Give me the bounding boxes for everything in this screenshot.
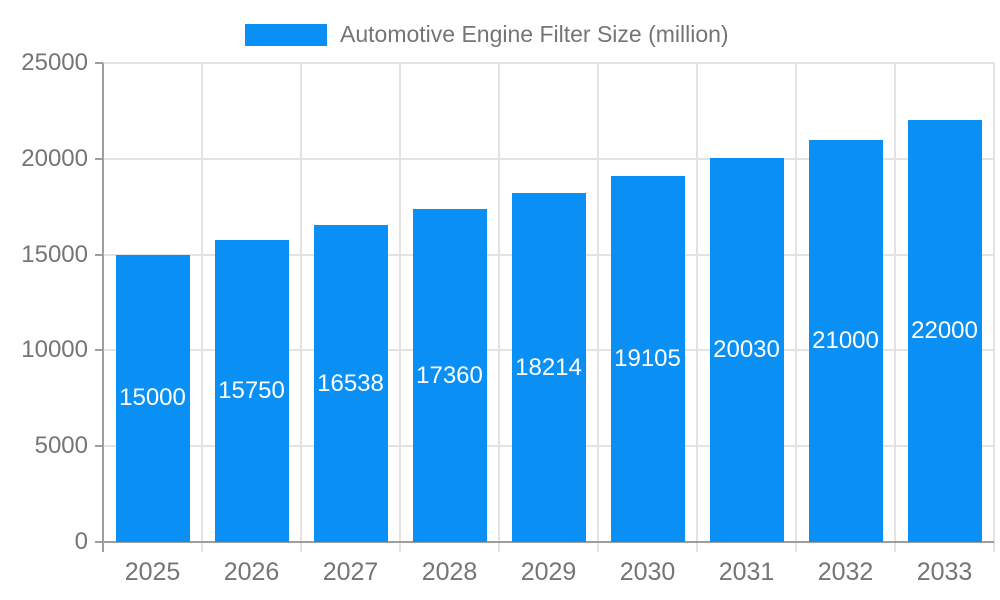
bar-value-label: 19105 [614,344,681,372]
y-axis-line [102,63,104,552]
y-tick-mark [95,253,103,256]
y-tick-mark [95,62,103,64]
x-tick-label: 2027 [322,558,379,586]
v-gridline [795,63,797,552]
bar-value-label: 20030 [713,336,780,364]
bar[interactable]: 15000 [115,254,190,542]
y-tick-mark [95,349,103,352]
legend-item[interactable]: Automotive Engine Filter Size (million) [245,21,729,48]
v-gridline [597,63,599,552]
x-tick-label: 2032 [817,558,874,586]
v-gridline [696,63,698,552]
h-gridline [103,157,994,160]
x-tick-label: 2025 [124,558,181,586]
x-tick-label: 2030 [619,558,676,586]
bar[interactable]: 22000 [907,120,982,542]
legend-label: Automotive Engine Filter Size (million) [340,21,729,47]
bar[interactable]: 20030 [709,158,784,542]
v-gridline [498,63,500,552]
y-tick-label: 20000 [21,144,88,172]
bar-value-label: 21000 [812,326,879,354]
bar[interactable]: 21000 [808,139,883,542]
bar[interactable]: 19105 [610,175,685,542]
y-tick-mark [95,541,103,543]
x-tick-label: 2033 [916,558,973,586]
v-gridline [894,63,896,552]
h-gridline [103,62,994,64]
y-tick-mark [95,445,103,448]
bar-value-label: 15000 [119,384,186,412]
bar[interactable]: 18214 [511,193,586,542]
x-tick-label: 2029 [520,558,577,586]
y-tick-label: 5000 [34,432,88,460]
bar[interactable]: 16538 [313,225,388,542]
bar-value-label: 15750 [218,377,285,405]
bar-value-label: 18214 [515,353,582,381]
bar-value-label: 16538 [317,369,384,397]
y-tick-label: 15000 [21,240,88,268]
x-axis-line [103,541,994,543]
v-gridline [201,63,203,552]
y-tick-mark [95,157,103,160]
y-tick-label: 0 [74,528,88,555]
bar-value-label: 17360 [416,361,483,389]
y-tick-label: 25000 [21,49,88,76]
v-gridline [399,63,401,552]
y-tick-label: 10000 [21,336,88,364]
v-gridline [300,63,302,552]
bar[interactable]: 15750 [214,240,289,542]
legend: Automotive Engine Filter Size (million) [0,14,1000,50]
v-gridline [993,63,995,552]
bar[interactable]: 17360 [412,209,487,542]
x-tick-label: 2031 [718,558,775,586]
legend-swatch-icon [245,23,327,46]
x-tick-label: 2028 [421,558,478,586]
x-tick-label: 2026 [223,558,280,586]
bar-value-label: 22000 [911,317,978,345]
